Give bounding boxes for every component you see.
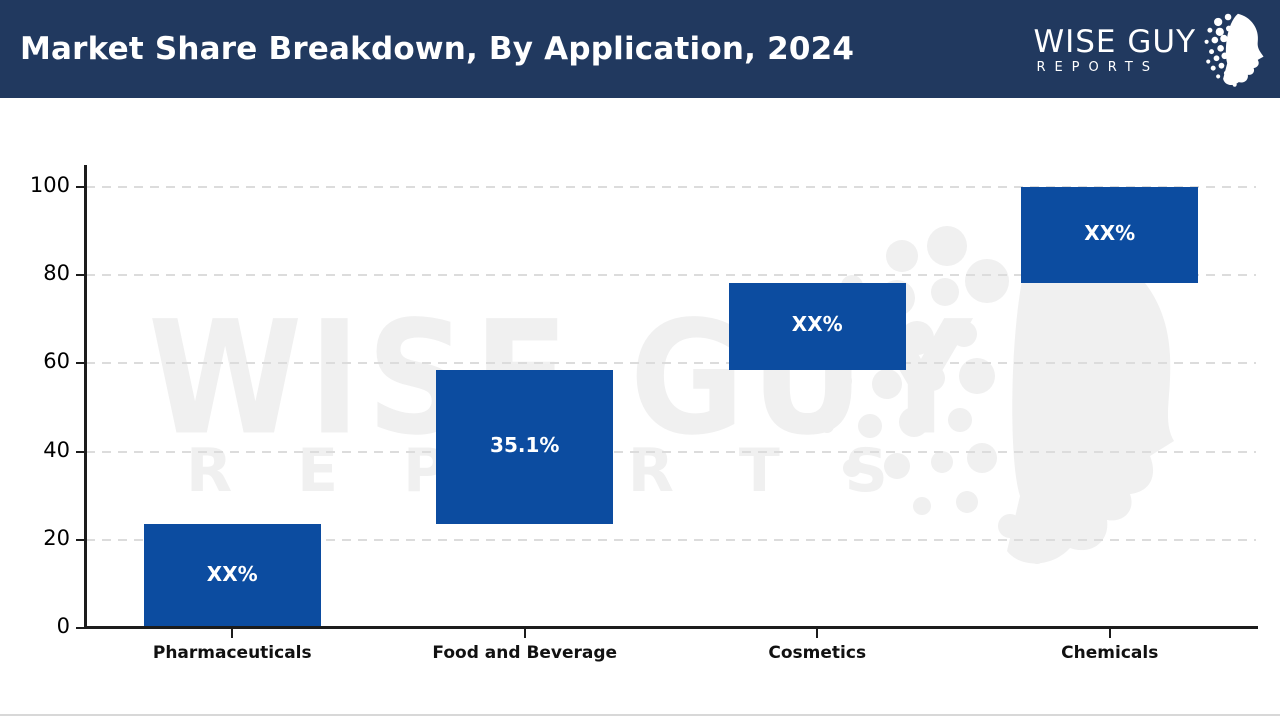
bar-value-label-2: XX% <box>791 312 843 337</box>
x-axis-line <box>84 626 1258 629</box>
bar-value-label-0: XX% <box>206 562 258 587</box>
y-axis-line <box>84 165 87 629</box>
gridline-80 <box>86 274 1256 277</box>
gridline-60 <box>86 362 1256 365</box>
category-label-3: Chemicals <box>1061 643 1159 663</box>
category-label-2: Cosmetics <box>768 643 867 663</box>
page-title: Market Share Breakdown, By Application, … <box>20 31 855 67</box>
bar-cosmetics <box>728 282 906 370</box>
y-tick-label-100: 100 <box>29 173 70 197</box>
bar-food-and-beverage <box>436 369 614 525</box>
bottom-border-line <box>0 714 1280 716</box>
y-tick-mark-100 <box>76 186 86 188</box>
gridline-100 <box>86 186 1256 188</box>
y-tick-label-80: 80 <box>43 261 70 286</box>
bar-value-label-3: XX% <box>1084 220 1136 245</box>
y-tick-label-20: 20 <box>43 525 70 550</box>
y-tick-label-40: 40 <box>43 437 70 462</box>
category-label-0: Pharmaceuticals <box>152 643 312 663</box>
brand-logo: WISE GUY REPORTS <box>1033 8 1266 92</box>
y-tick-mark-80 <box>76 274 86 277</box>
y-tick-label-60: 60 <box>43 349 70 374</box>
y-tick-mark-60 <box>76 362 86 365</box>
y-tick-label-0: 0 <box>56 614 70 638</box>
x-tick-mark-0 <box>231 629 234 638</box>
bar-value-label-1: 35.1% <box>490 432 560 457</box>
brand-subtitle: REPORTS <box>1036 60 1160 75</box>
brand-name: WISE GUY <box>1033 24 1196 60</box>
dotted-head-icon <box>1204 13 1264 87</box>
gridline-40 <box>86 450 1256 453</box>
y-tick-mark-20 <box>76 538 86 541</box>
header-bar: Market Share Breakdown, By Application, … <box>0 0 1280 98</box>
y-tick-mark-0 <box>76 627 86 629</box>
bar-chemicals <box>1021 187 1199 283</box>
y-tick-mark-40 <box>76 450 86 453</box>
x-tick-mark-3 <box>1108 629 1111 638</box>
category-label-1: Food and Beverage <box>432 643 618 663</box>
x-tick-mark-2 <box>816 629 819 638</box>
bar-pharmaceuticals <box>143 524 321 628</box>
gridline-20 <box>86 538 1256 541</box>
brand-logo-text: WISE GUY REPORTS <box>1033 25 1196 75</box>
chart-plot-area: WISE GUY R E P O R T S 020406080100Pharm… <box>0 98 1280 720</box>
x-tick-mark-1 <box>523 629 526 638</box>
